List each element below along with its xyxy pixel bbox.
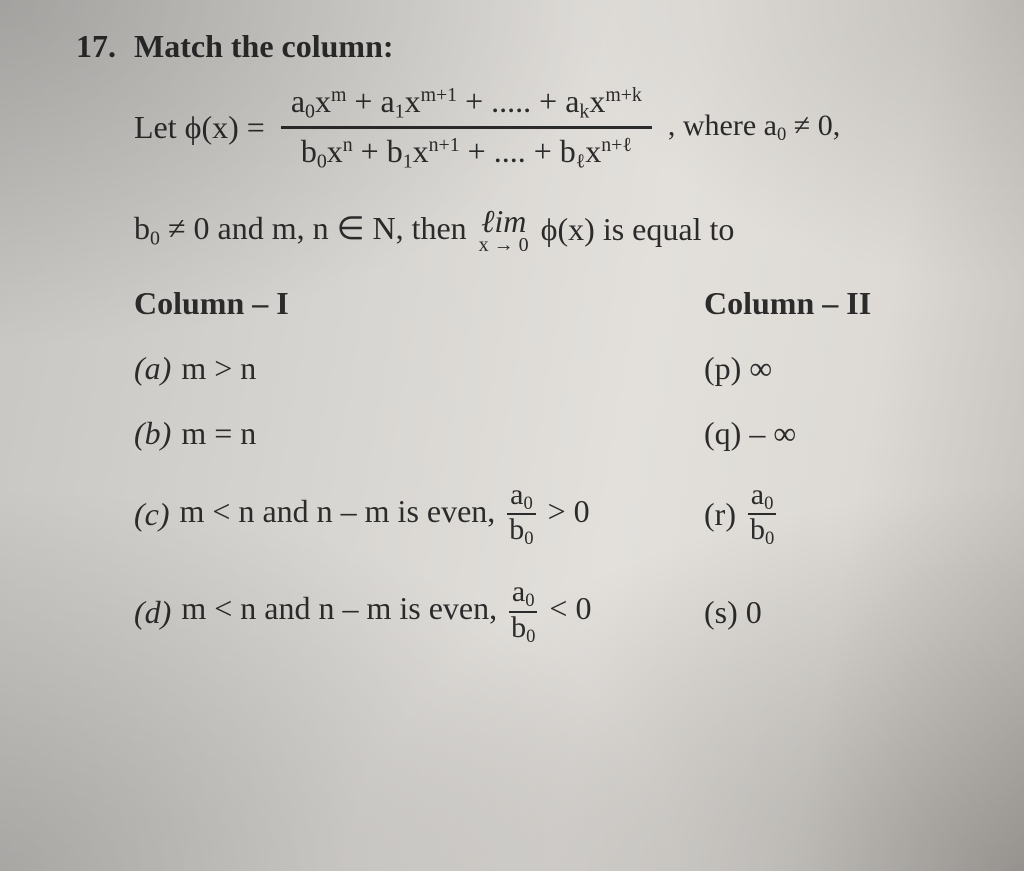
- option-p-text: ∞: [749, 350, 772, 387]
- question-number: 17.: [70, 28, 116, 65]
- option-r-label: (r): [704, 496, 736, 533]
- phi-trailing: , where a0 ≠ 0,: [668, 109, 840, 146]
- question-header: 17. Match the column:: [70, 28, 964, 65]
- option-r: (r) a0b0: [704, 480, 964, 550]
- phi-fraction: a0xm + a1xm+1 + ..... + akxm+k b0xn + b1…: [281, 79, 652, 177]
- option-p: (p) ∞: [704, 350, 964, 387]
- limit-bottom: x → 0: [479, 235, 529, 255]
- option-p-label: (p): [704, 350, 741, 387]
- option-c: (c) m < n and n – m is even, a0b0 > 0: [134, 480, 704, 550]
- condition-pre: b0 ≠ 0 and m, n ∈ N, then: [134, 209, 467, 251]
- phi-lead: Let ϕ(x) =: [134, 109, 265, 146]
- option-s: (s) 0: [704, 594, 964, 631]
- match-columns: Column – I Column – II (a) m > n (p) ∞ (…: [134, 285, 964, 647]
- option-r-text: a0b0: [744, 480, 780, 550]
- option-b-label: (b): [134, 415, 171, 452]
- limit-top: ℓim: [481, 205, 526, 237]
- phi-denominator: b0xn + b1xn+1 + .... + bℓxn+ℓ: [291, 129, 642, 176]
- option-d: (d) m < n and n – m is even, a0b0 < 0: [134, 577, 704, 647]
- column-2-header: Column – II: [704, 285, 964, 322]
- question-title: Match the column:: [134, 28, 394, 65]
- phi-definition: Let ϕ(x) = a0xm + a1xm+1 + ..... + akxm+…: [134, 79, 964, 177]
- option-q-label: (q): [704, 415, 741, 452]
- option-d-text: m < n and n – m is even, a0b0 < 0: [181, 577, 591, 647]
- phi-numerator: a0xm + a1xm+1 + ..... + akxm+k: [281, 79, 652, 126]
- option-b: (b) m = n: [134, 415, 704, 452]
- option-a-label: (a): [134, 350, 171, 387]
- column-1-header: Column – I: [134, 285, 704, 322]
- option-c-text: m < n and n – m is even, a0b0 > 0: [180, 480, 590, 550]
- condition-line: b0 ≠ 0 and m, n ∈ N, then ℓim x → 0 ϕ(x)…: [134, 205, 964, 255]
- option-q: (q) – ∞: [704, 415, 964, 452]
- page: 17. Match the column: Let ϕ(x) = a0xm + …: [0, 0, 1024, 871]
- option-c-label: (c): [134, 496, 170, 533]
- option-s-text: 0: [746, 594, 762, 631]
- option-a-text: m > n: [181, 350, 256, 387]
- option-s-label: (s): [704, 594, 738, 631]
- option-b-text: m = n: [181, 415, 256, 452]
- option-d-label: (d): [134, 594, 171, 631]
- option-q-text: – ∞: [749, 415, 796, 452]
- question-body: Let ϕ(x) = a0xm + a1xm+1 + ..... + akxm+…: [134, 79, 964, 647]
- condition-post: ϕ(x) is equal to: [541, 211, 735, 248]
- option-a: (a) m > n: [134, 350, 704, 387]
- limit-icon: ℓim x → 0: [479, 205, 529, 255]
